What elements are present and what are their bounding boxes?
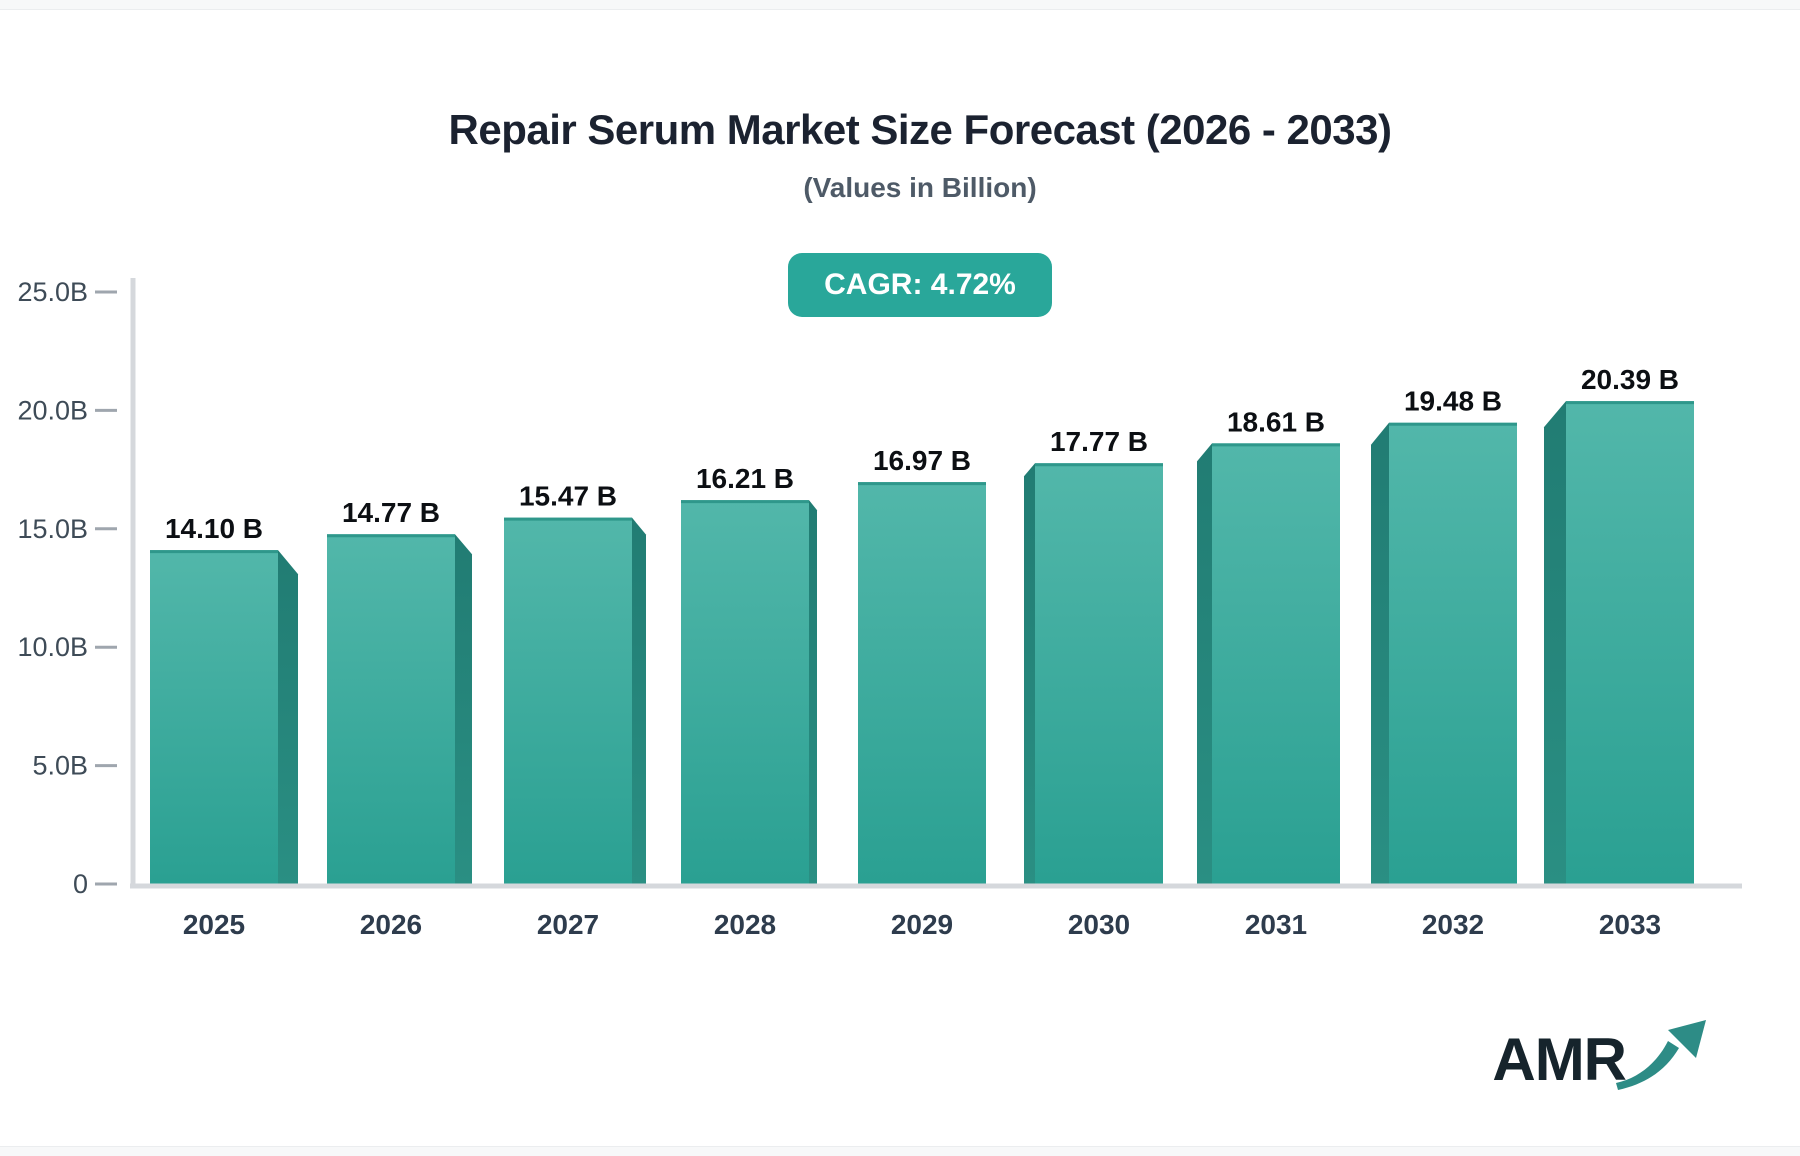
bar-front-face	[1566, 401, 1694, 884]
bar-front-face	[1212, 443, 1340, 884]
bar-value-label: 18.61 B	[1227, 406, 1325, 437]
y-tick-label: 25.0B	[17, 277, 88, 307]
bar-side-face	[1197, 443, 1212, 884]
bar-value-label: 17.77 B	[1050, 426, 1148, 457]
bar-value-label: 19.48 B	[1404, 386, 1502, 417]
x-category-label: 2028	[714, 909, 776, 940]
bar-value-label: 16.21 B	[696, 463, 794, 494]
top-edge-strip	[0, 0, 1800, 10]
bar-value-label: 14.10 B	[165, 513, 263, 544]
bar-2027: 15.47 B 2027	[504, 481, 646, 940]
bar-value-label: 20.39 B	[1581, 364, 1679, 395]
x-category-label: 2033	[1599, 909, 1661, 940]
bar-side-face	[1544, 401, 1566, 884]
bar-front-face	[1389, 422, 1517, 884]
bar-side-face	[632, 517, 646, 884]
x-category-label: 2026	[360, 909, 422, 940]
cagr-badge: CAGR: 4.72%	[788, 253, 1052, 317]
bar-value-label: 14.77 B	[342, 497, 440, 528]
bar-value-label: 15.47 B	[519, 481, 617, 512]
bar-2030: 17.77 B 2030	[1024, 426, 1163, 940]
bar-side-face	[809, 500, 817, 884]
y-tick-label: 0	[73, 869, 88, 899]
bar-side-face	[1024, 463, 1035, 884]
amr-logo: AMR	[1492, 1020, 1708, 1098]
x-category-label: 2025	[183, 909, 245, 940]
bar-side-face	[1371, 422, 1389, 884]
x-category-label: 2031	[1245, 909, 1307, 940]
bar-2029: 16.97 B 2029	[858, 445, 986, 940]
bar-2031: 18.61 B 2031	[1197, 406, 1340, 940]
cagr-badge-row: CAGR: 4.72%	[40, 253, 1800, 317]
bar-front-face	[327, 534, 455, 884]
bar-front-face	[504, 517, 632, 884]
amr-logo-text: AMR	[1492, 1026, 1627, 1093]
bar-front-face	[858, 482, 986, 884]
x-category-label: 2030	[1068, 909, 1130, 940]
y-tick-label: 10.0B	[17, 632, 88, 662]
bar-2028: 16.21 B 2028	[681, 463, 817, 940]
chart-subtitle: (Values in Billion)	[803, 172, 1037, 203]
page-title: Repair Serum Market Size Forecast (2026 …	[448, 106, 1392, 153]
bar-side-face	[278, 550, 298, 884]
bar-front-face	[1035, 463, 1163, 884]
bar-value-label: 16.97 B	[873, 445, 971, 476]
y-tick-label: 5.0B	[32, 751, 88, 781]
bar-2033: 20.39 B 2033	[1544, 364, 1694, 940]
bar-front-face	[150, 550, 278, 884]
x-category-label: 2029	[891, 909, 953, 940]
bar-2025: 14.10 B 2025	[150, 513, 298, 940]
x-category-label: 2032	[1422, 909, 1484, 940]
bar-front-face	[681, 500, 809, 884]
y-tick-label: 20.0B	[17, 395, 88, 425]
x-category-label: 2027	[537, 909, 599, 940]
bottom-edge-strip	[0, 1146, 1800, 1156]
y-tick-label: 15.0B	[17, 514, 88, 544]
logo-arrow-icon	[1616, 1020, 1706, 1090]
bar-2032: 19.48 B 2032	[1371, 386, 1517, 940]
bar-2026: 14.77 B 2026	[327, 497, 472, 940]
bar-side-face	[455, 534, 472, 884]
